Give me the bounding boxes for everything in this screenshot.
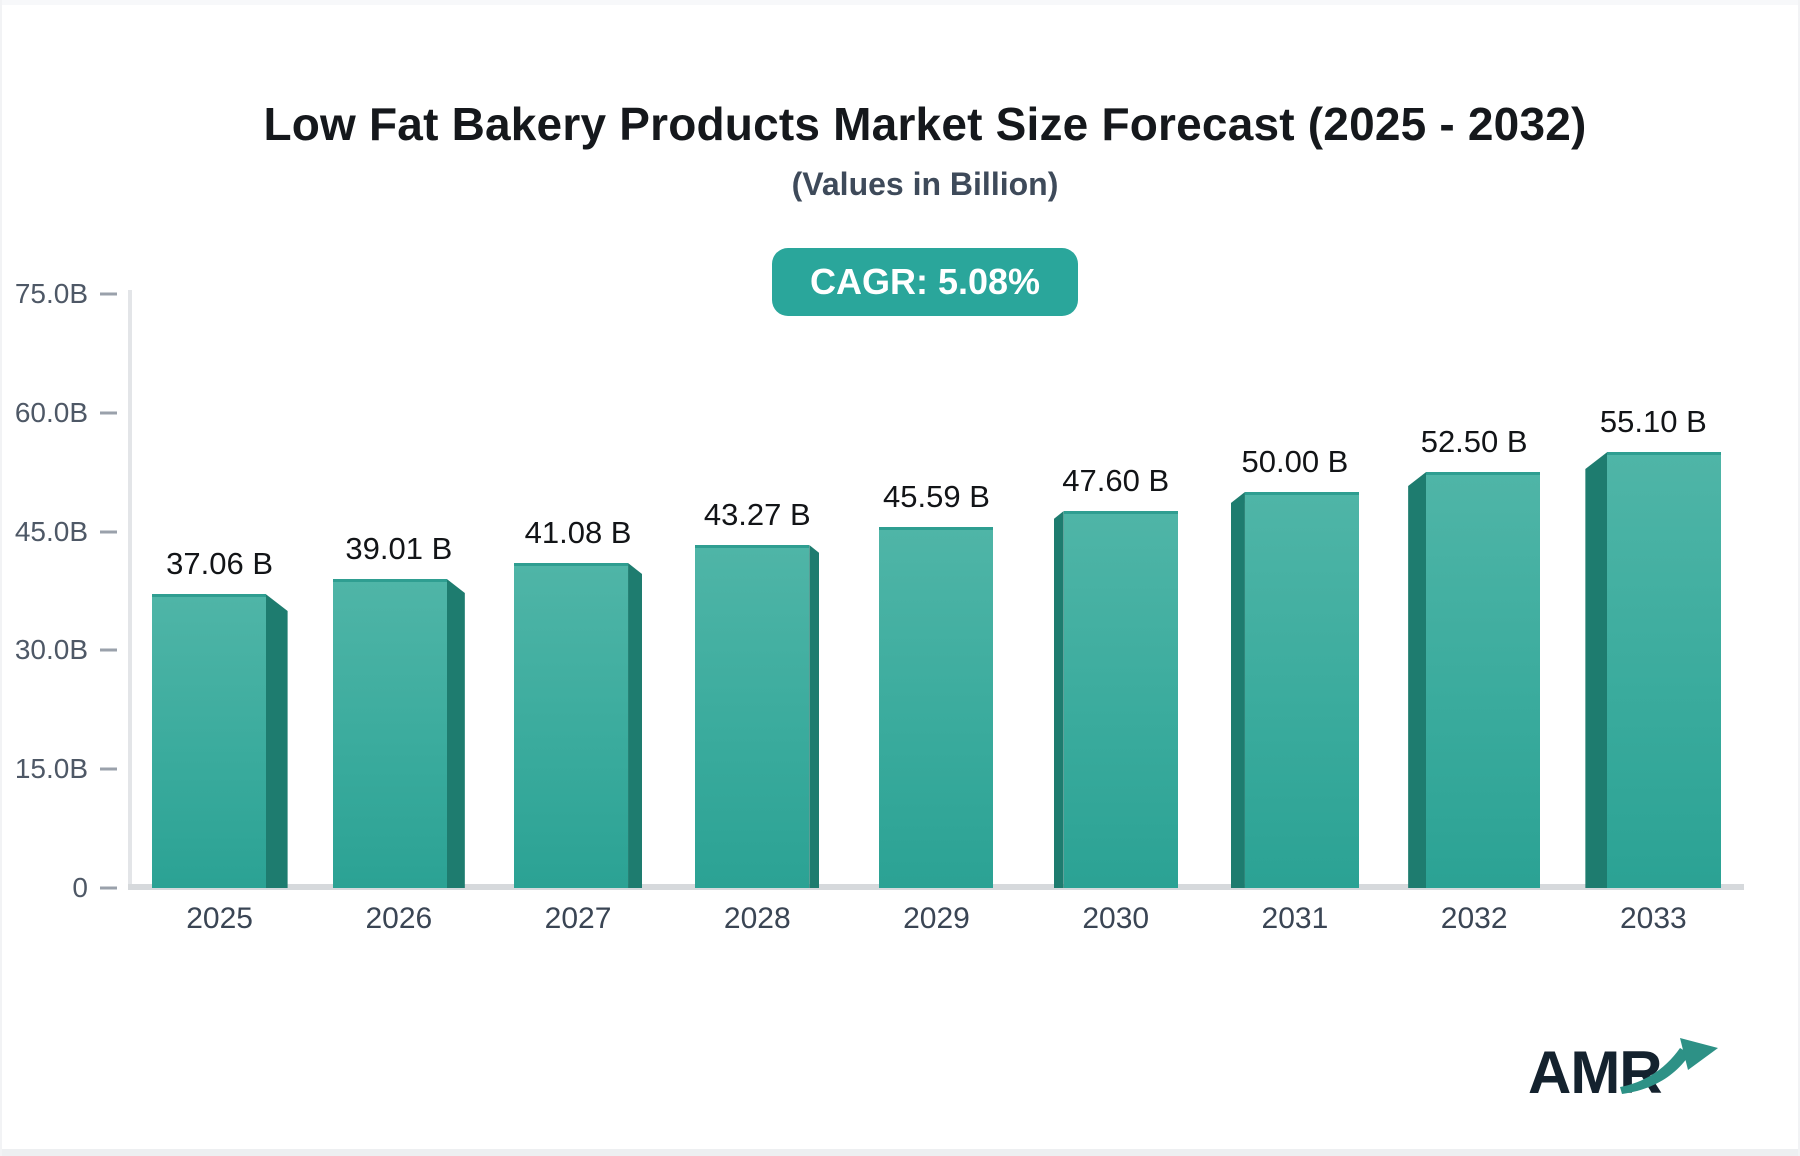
amr-logo: AMR xyxy=(1528,1032,1758,1124)
bar-value-label-2030: 47.60 B xyxy=(1062,463,1170,498)
bar-side-2032 xyxy=(1408,472,1427,888)
chart-header: Low Fat Bakery Products Market Size Fore… xyxy=(50,96,1800,316)
bar-face-2028 xyxy=(695,545,810,888)
page-left-edge xyxy=(0,0,2,1156)
bar-face-2027 xyxy=(514,563,629,888)
bar-side-2025 xyxy=(265,594,288,888)
bar-2031: 50.00 B xyxy=(1230,444,1359,888)
bar-value-label-2027: 41.08 B xyxy=(524,515,632,550)
x-label-2032: 2032 xyxy=(1440,902,1508,935)
bar-slot-2030: 47.60 B xyxy=(1026,294,1205,888)
bar-slot-2029: 45.59 B xyxy=(847,294,1026,888)
bar-slot-2031: 50.00 B xyxy=(1205,294,1384,888)
y-tick-dash xyxy=(100,767,117,771)
bar-slot-2032: 52.50 B xyxy=(1385,294,1564,888)
y-tick-dash xyxy=(100,292,117,296)
x-label-2026: 2026 xyxy=(365,902,433,935)
x-label-2029: 2029 xyxy=(903,902,970,935)
x-label-2027: 2027 xyxy=(544,902,612,935)
bar-2033: 55.10 B xyxy=(1585,404,1722,888)
bar-face-2030 xyxy=(1063,511,1178,888)
bar-face-2025 xyxy=(151,594,266,888)
bar-value-label-2026: 39.01 B xyxy=(345,531,453,566)
bar-face-2026 xyxy=(332,579,447,888)
bar-value-label-2031: 50.00 B xyxy=(1241,444,1349,479)
y-tick-label: 45.0B xyxy=(14,515,88,547)
bar-side-2033 xyxy=(1585,452,1608,888)
bar-value-label-2028: 43.27 B xyxy=(703,497,811,532)
bar-slot-2025: 37.06 B xyxy=(130,294,309,888)
y-tick-label: 75.0B xyxy=(14,278,88,309)
page-right-edge xyxy=(1798,0,1800,1156)
growth-arrow-icon xyxy=(1620,1038,1718,1094)
x-label-2028: 2028 xyxy=(723,902,791,935)
bar-face-2033 xyxy=(1607,452,1722,888)
cagr-badge: CAGR: 5.08% xyxy=(771,248,1079,316)
bar-face-2029 xyxy=(879,527,994,888)
page-top-edge xyxy=(0,0,1800,5)
bar-side-2030 xyxy=(1053,511,1064,888)
bar-value-label-2033: 55.10 B xyxy=(1599,404,1707,439)
y-tick-label: 0 xyxy=(72,872,88,903)
chart-title: Low Fat Bakery Products Market Size Fore… xyxy=(263,98,1587,150)
amr-logo-text: AMR xyxy=(1528,1039,1663,1106)
bar-2028: 43.27 B xyxy=(695,497,820,888)
chart-subtitle: (Values in Billion) xyxy=(791,166,1059,202)
x-axis-labels: 2025 2026 2027 2028 2029 2030 2031 2032 2033 xyxy=(130,902,1743,936)
x-label-2031: 2031 xyxy=(1261,902,1329,935)
bar-side-2028 xyxy=(809,545,820,888)
bar-2027: 41.08 B xyxy=(514,515,643,888)
y-tick-dash xyxy=(100,530,117,534)
bar-face-2032 xyxy=(1426,472,1541,888)
bar-slot-2033: 55.10 B xyxy=(1564,294,1743,888)
bar-2032: 52.50 B xyxy=(1408,424,1541,888)
bar-slot-2028: 43.27 B xyxy=(668,294,847,888)
bar-2030: 47.60 B xyxy=(1053,463,1178,888)
y-tick-dash xyxy=(100,411,117,415)
y-tick-dash xyxy=(100,648,117,652)
bar-side-2027 xyxy=(628,563,643,888)
y-tick-label: 60.0B xyxy=(14,396,88,428)
bar-2025: 37.06 B xyxy=(151,546,288,888)
bar-2026: 39.01 B xyxy=(332,531,465,888)
bar-value-label-2025: 37.06 B xyxy=(166,546,274,581)
page-bottom-edge xyxy=(0,1149,1800,1156)
bar-face-2031 xyxy=(1244,492,1359,888)
bar-value-label-2029: 45.59 B xyxy=(883,479,990,514)
x-label-2033: 2033 xyxy=(1619,902,1687,935)
y-tick-label: 15.0B xyxy=(14,753,88,785)
x-label-2025: 2025 xyxy=(186,902,253,935)
bar-slot-2026: 39.01 B xyxy=(309,294,488,888)
bar-slot-2027: 41.08 B xyxy=(488,294,667,888)
y-tick-label: 30.0B xyxy=(14,634,88,666)
bar-side-2026 xyxy=(446,579,465,888)
bar-2029: 45.59 B xyxy=(879,479,994,888)
x-label-2030: 2030 xyxy=(1082,902,1150,935)
bar-side-2031 xyxy=(1230,492,1245,888)
bars-area: 37.06 B 39.01 B 41.08 B 43.27 B 45.59 B 47.60… xyxy=(130,294,1743,888)
y-tick-dash xyxy=(100,886,117,890)
y-axis-line xyxy=(128,290,132,890)
bar-value-label-2032: 52.50 B xyxy=(1420,424,1528,459)
